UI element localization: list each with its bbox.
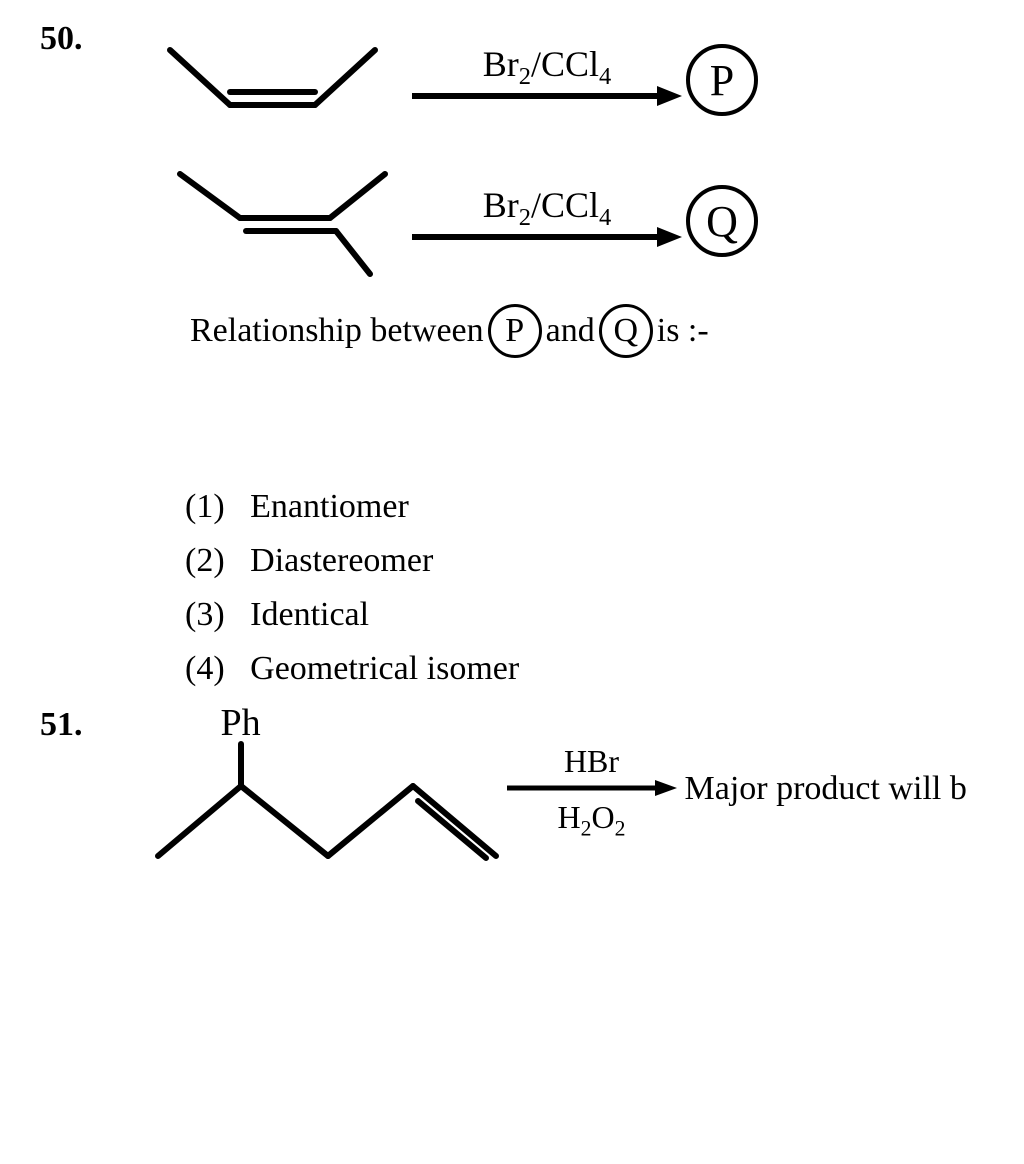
options-list: (1) Enantiomer (2) Diastereomer (3) Iden…: [185, 488, 1004, 688]
cis-butene-structure: [160, 20, 410, 140]
option-4: (4) Geometrical isomer: [185, 650, 1004, 688]
arrow-q-group: Br2/CCl4: [412, 187, 682, 255]
arrow-p: [412, 84, 682, 114]
option-1: (1) Enantiomer: [185, 488, 1004, 526]
product-q-circle: Q: [686, 185, 758, 257]
option-num: (4): [185, 650, 225, 687]
relation-post: is :-: [657, 312, 709, 350]
relation-pre: Relationship between: [190, 312, 484, 350]
option-3: (3) Identical: [185, 596, 1004, 634]
option-text: Diastereomer: [250, 542, 433, 579]
relation-q-circle: Q: [599, 304, 653, 358]
q50-number: 50.: [40, 20, 83, 58]
relation-p-circle: P: [488, 304, 542, 358]
question-50: 50. Br2/CCl4 P: [40, 20, 1004, 688]
question-51: 51. Ph HBr H2O: [40, 706, 1004, 871]
q51-number: 51.: [40, 706, 83, 744]
option-2: (2) Diastereomer: [185, 542, 1004, 580]
option-num: (2): [185, 542, 225, 579]
reagent-51-top: HBr: [564, 745, 619, 778]
product-p-circle: P: [686, 44, 758, 116]
option-text: Identical: [250, 596, 369, 633]
option-num: (1): [185, 488, 225, 525]
reagent-51-bot: H2O2: [558, 800, 626, 833]
q51-alkene-structure: [133, 706, 503, 866]
reagent-q: Br2/CCl4: [483, 187, 612, 225]
arrow-q: [412, 225, 682, 255]
option-text: Enantiomer: [250, 488, 409, 525]
reaction-q-row: Br2/CCl4 Q: [160, 156, 1004, 286]
q51-content: Ph HBr H2O2: [133, 706, 967, 871]
reaction-p-row: Br2/CCl4 P: [160, 20, 1004, 140]
relationship-text: Relationship between P and Q is :-: [190, 304, 1004, 358]
ph-label: Ph: [221, 701, 261, 745]
option-text: Geometrical isomer: [250, 650, 519, 687]
arrow-51-group: HBr H2O2: [507, 745, 677, 833]
option-num: (3): [185, 596, 225, 633]
q51-structure-wrap: Ph: [133, 706, 503, 871]
trans-butene-structure: [160, 156, 410, 286]
major-product-text: Major product will b: [685, 770, 967, 808]
reagent-p: Br2/CCl4: [483, 46, 612, 84]
arrow-p-group: Br2/CCl4: [412, 46, 682, 114]
arrow-51: [507, 778, 677, 800]
relation-mid: and: [546, 312, 595, 350]
